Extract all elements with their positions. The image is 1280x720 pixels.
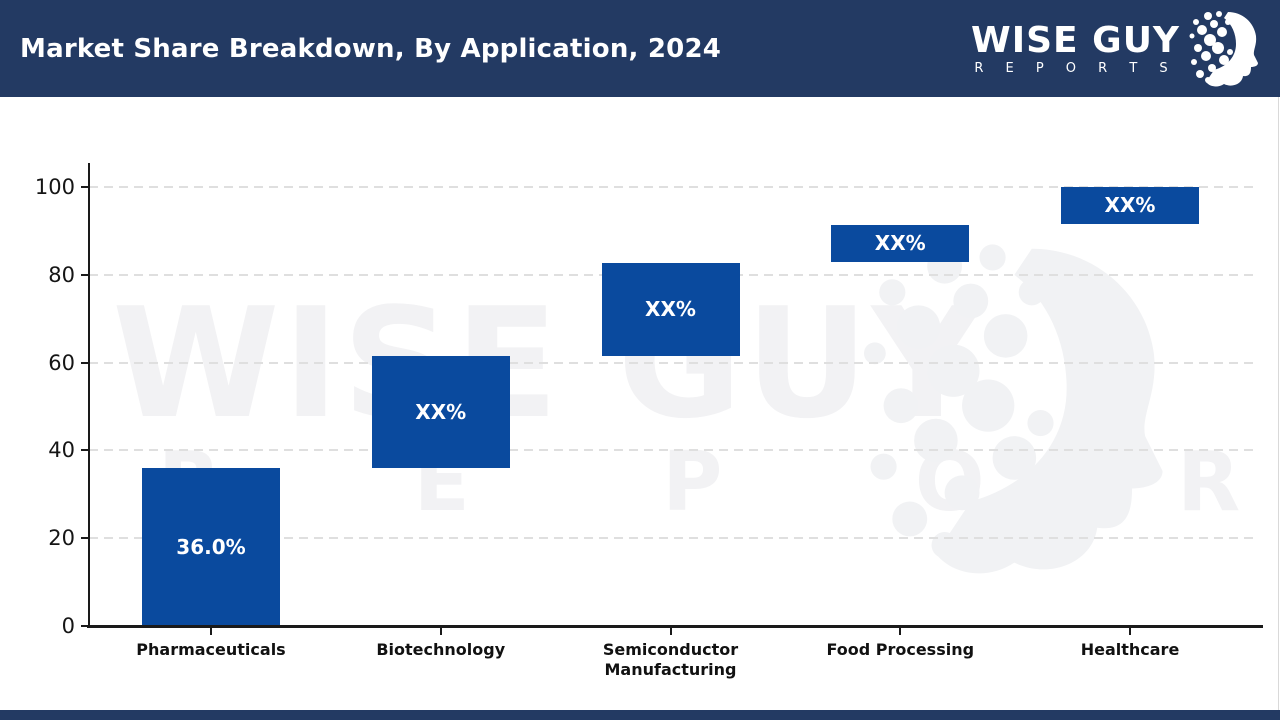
gridline-y-60: [89, 361, 1258, 364]
bar-value-semiconductor-manufacturing: XX%: [645, 297, 696, 322]
x-tick-pharmaceuticals: [210, 627, 212, 635]
gridline-y-100: [89, 186, 1258, 188]
watermark-text: WISE GUY: [112, 275, 985, 452]
x-axis-label-pharmaceuticals: Pharmaceuticals: [136, 640, 286, 659]
x-tick-semiconductor-manufacturing: [669, 627, 672, 635]
bar-biotechnology[interactable]: [371, 355, 510, 468]
logo-wordmark: WISE GUY: [970, 20, 1180, 61]
y-tick-40: [81, 449, 89, 452]
x-tick-food-processing: [899, 627, 902, 635]
y-tick-20: [81, 537, 89, 540]
x-axis-label-biotechnology: Biotechnology: [376, 640, 506, 659]
logo-subtitle: R E P O R T S: [974, 61, 1177, 76]
bar-semiconductor-manufacturing[interactable]: [601, 262, 740, 356]
header-bar: Market Share Breakdown, By Application, …: [0, 0, 1280, 97]
y-tick-label-80: 80: [48, 262, 75, 287]
bar-pharmaceuticals[interactable]: [142, 467, 280, 626]
x-tick-biotechnology: [439, 627, 442, 635]
bar-value-food-processing: XX%: [874, 231, 926, 256]
watermark-reports: R E P O R T S: [158, 435, 1280, 530]
y-tick-80: [81, 273, 89, 276]
chart-title: Market Share Breakdown, By Application, …: [20, 33, 722, 64]
content-right-border: [1278, 97, 1279, 710]
bar-value-biotechnology: XX%: [415, 399, 467, 424]
bar-value-healthcare: XX%: [1104, 193, 1156, 218]
y-tick-label-0: 0: [61, 614, 75, 638]
bar-food-processing[interactable]: [831, 225, 970, 262]
x-axis-label-food-processing: Food Processing: [826, 640, 975, 659]
x-axis-label-healthcare: Healthcare: [1080, 640, 1180, 659]
gridline-y-20: [89, 537, 1258, 540]
x-axis-label-semiconductor-manufacturing: Semiconductor Manufacturing: [602, 640, 739, 679]
y-tick-60: [81, 361, 89, 364]
footer-bar: [0, 710, 1280, 720]
y-tick-label-20: 20: [48, 526, 75, 551]
watermark-head-icon: [863, 244, 1163, 574]
x-axis-line: [87, 625, 1263, 628]
y-tick-label-100: 100: [34, 175, 75, 199]
gridline-y-40: [89, 449, 1258, 452]
y-tick-0: [81, 625, 89, 627]
y-tick-label-60: 60: [48, 350, 75, 375]
logo-text: WISE GUY R E P O R T S: [971, 21, 1180, 77]
x-tick-healthcare: [1129, 627, 1131, 635]
bar-value-pharmaceuticals: 36.0%: [176, 534, 246, 559]
wiseguy-logo: WISE GUY R E P O R T S: [971, 8, 1262, 90]
logo-head-icon: [1189, 11, 1258, 87]
y-tick-label-40: 40: [48, 438, 75, 463]
bar-healthcare[interactable]: [1061, 187, 1199, 224]
y-tick-100: [81, 186, 89, 188]
y-axis-line: [88, 163, 90, 628]
